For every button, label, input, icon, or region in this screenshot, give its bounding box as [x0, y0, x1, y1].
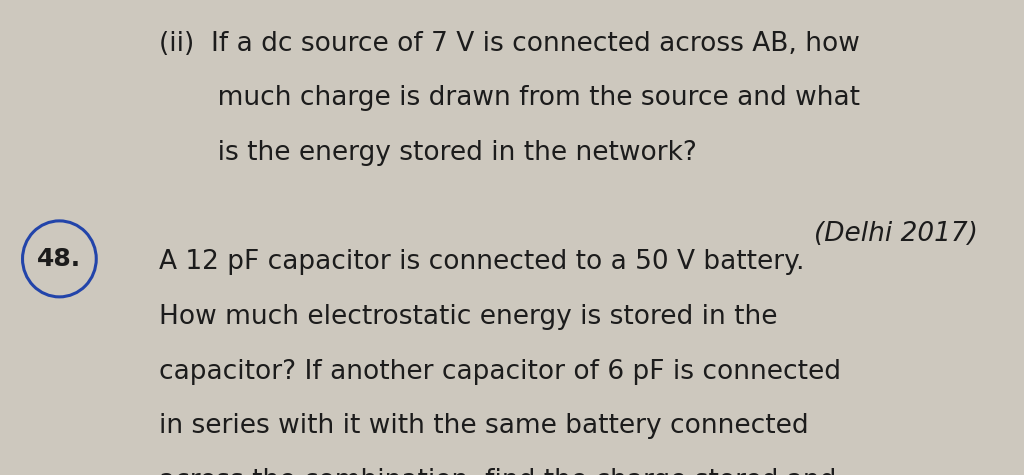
Text: 48.: 48. — [37, 247, 82, 271]
Text: How much electrostatic energy is stored in the: How much electrostatic energy is stored … — [159, 304, 777, 330]
Text: in series with it with the same battery connected: in series with it with the same battery … — [159, 413, 808, 439]
Text: much charge is drawn from the source and what: much charge is drawn from the source and… — [159, 86, 860, 112]
Text: (Delhi 2017): (Delhi 2017) — [814, 221, 978, 247]
Text: (ii)  If a dc source of 7 V is connected across AB, how: (ii) If a dc source of 7 V is connected … — [159, 31, 859, 57]
Text: A 12 pF capacitor is connected to a 50 V battery.: A 12 pF capacitor is connected to a 50 V… — [159, 249, 804, 276]
Text: across the combination, find the charge stored and: across the combination, find the charge … — [159, 468, 836, 475]
Text: is the energy stored in the network?: is the energy stored in the network? — [159, 140, 696, 166]
Text: capacitor? If another capacitor of 6 pF is connected: capacitor? If another capacitor of 6 pF … — [159, 359, 841, 385]
